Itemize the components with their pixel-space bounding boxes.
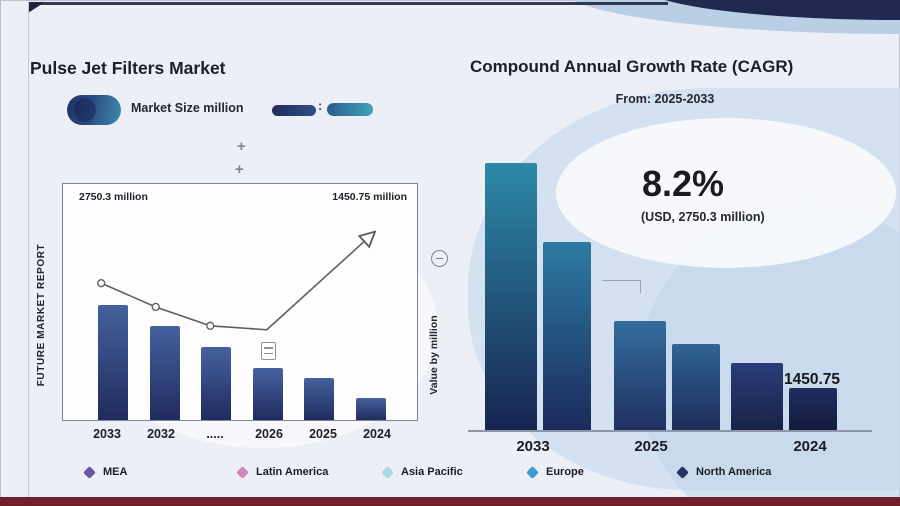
market-size-bar [304, 378, 335, 420]
legend-item: Latin America [236, 465, 329, 479]
market-size-bar [355, 398, 386, 420]
market-x-label: 2024 [363, 427, 391, 441]
cagr-bar-group [614, 321, 720, 430]
cagr-x-label: 2033 [516, 438, 550, 455]
cagr-x-label: 2025 [634, 438, 668, 455]
market-bars [63, 295, 417, 420]
top-rule [28, 2, 668, 5]
bracket-decoration [602, 280, 641, 293]
cagr-bar-group [485, 163, 591, 430]
background-blob-white [556, 118, 896, 268]
legend-item: MEA [83, 465, 128, 479]
legend: MEA Latin America Asia Pacific Europe North … [0, 465, 900, 488]
legend-item: Europe [526, 465, 584, 479]
market-size-label: Market Size million [131, 101, 244, 115]
plus-icon: + [237, 138, 246, 155]
cagr-bar-group [731, 363, 837, 430]
cagr-axis-line [468, 430, 872, 432]
cagr-bar [731, 363, 783, 430]
pill-icon-teal [327, 103, 373, 116]
cagr-detail: (USD, 2750.3 million) [641, 210, 765, 224]
market-x-axis: 2033 2032..... 2026 2025 2024 [62, 427, 418, 441]
circle-dash-icon [431, 250, 448, 267]
market-size-bar [149, 326, 180, 420]
cagr-bar [485, 163, 537, 430]
database-icon [67, 95, 121, 125]
legend-diamond-icon [381, 465, 394, 479]
cagr-bar [789, 388, 837, 430]
cagr-bar [614, 321, 666, 430]
legend-label: MEA [103, 466, 128, 478]
legend-label: Latin America [256, 466, 329, 478]
cagr-bar [543, 242, 591, 430]
legend-item: North America [676, 465, 772, 479]
bottom-accent-bar [0, 497, 900, 506]
legend-label: North America [696, 466, 772, 478]
market-x-label: 2026 [255, 427, 283, 441]
note-line [264, 347, 273, 349]
cagr-range: From: 2025-2033 [615, 92, 715, 106]
market-chart-card: 2750.3 million 1450.75 million [62, 183, 418, 421]
market-x-label: 2025 [309, 427, 337, 441]
note-line [264, 352, 273, 354]
legend-diamond-icon [236, 465, 249, 479]
dash [436, 257, 443, 260]
legend-diamond-icon [676, 465, 689, 479]
market-x-label: 2033 [93, 427, 121, 441]
plus-icon: + [235, 161, 244, 178]
legend-label: Asia Pacific [401, 466, 463, 478]
pill-icon-navy [272, 105, 316, 116]
market-x-label: 2032 [147, 427, 175, 441]
cagr-bar [672, 344, 720, 430]
watermark-text: FUTURE MARKET REPORT [36, 243, 47, 387]
legend-diamond-icon [83, 465, 96, 479]
market-start-label: 2750.3 million [79, 191, 148, 203]
market-size-bar [201, 347, 232, 420]
legend-diamond-icon [526, 465, 539, 479]
market-size-bar [98, 305, 129, 420]
market-end-label: 1450.75 million [332, 191, 407, 203]
bar-value-label: 1450.75 [784, 371, 841, 388]
left-frame-line [28, 0, 29, 506]
pill-separator: : [318, 98, 323, 113]
legend-label: Europe [546, 466, 584, 478]
cagr-x-label: 2024 [793, 438, 827, 455]
cagr-title: Compound Annual Growth Rate (CAGR) [470, 57, 794, 76]
legend-item: Asia Pacific [381, 465, 463, 479]
corner-triangle [28, 2, 45, 13]
value-axis-label: Value by million [428, 315, 440, 395]
market-size-bar [252, 368, 283, 420]
cagr-value: 8.2% [642, 163, 725, 204]
page-title: Pulse Jet Filters Market [30, 58, 226, 78]
note-icon [261, 342, 276, 360]
market-x-label: ..... [206, 427, 224, 441]
